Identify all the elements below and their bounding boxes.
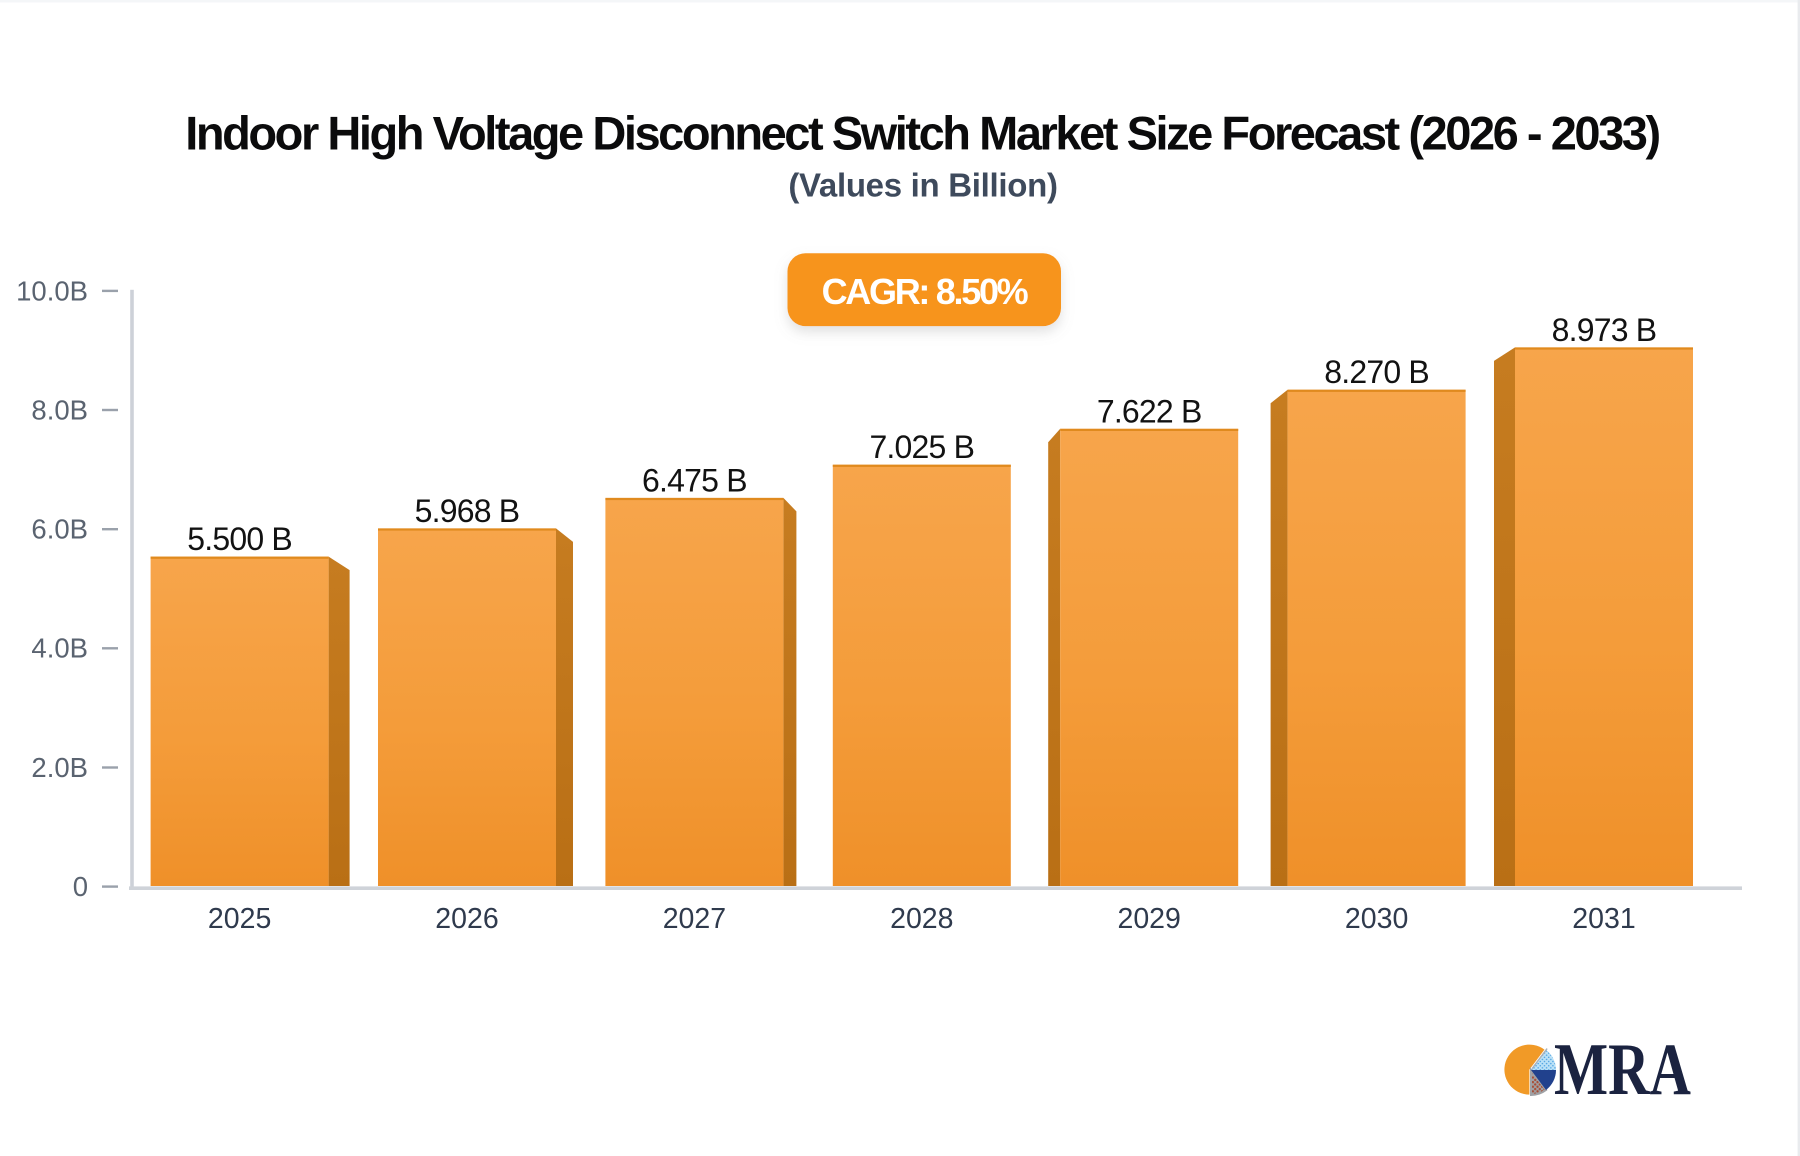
svg-text:6.475 B: 6.475 B <box>642 462 747 498</box>
svg-text:CAGR: 8.50%: CAGR: 8.50% <box>822 271 1029 312</box>
svg-text:5.500 B: 5.500 B <box>187 521 292 557</box>
svg-text:8.0B: 8.0B <box>31 394 88 425</box>
svg-text:4.0B: 4.0B <box>31 633 88 664</box>
svg-text:MRA: MRA <box>1554 1029 1691 1111</box>
svg-text:2026: 2026 <box>435 903 498 935</box>
svg-text:8.270 B: 8.270 B <box>1324 354 1429 390</box>
svg-text:7.622 B: 7.622 B <box>1097 393 1202 429</box>
svg-text:(Values in Billion): (Values in Billion) <box>788 167 1057 204</box>
svg-text:2029: 2029 <box>1117 903 1180 935</box>
svg-text:10.0B: 10.0B <box>16 275 88 306</box>
svg-text:7.025 B: 7.025 B <box>869 429 974 465</box>
svg-text:8.973 B: 8.973 B <box>1552 312 1657 348</box>
svg-text:2025: 2025 <box>208 903 271 935</box>
svg-text:0: 0 <box>73 871 88 902</box>
svg-text:2028: 2028 <box>890 903 953 935</box>
svg-text:5.968 B: 5.968 B <box>415 493 520 529</box>
svg-text:2031: 2031 <box>1572 903 1635 935</box>
svg-text:2.0B: 2.0B <box>31 752 88 783</box>
svg-text:Indoor High Voltage Disconnect: Indoor High Voltage Disconnect Switch Ma… <box>185 107 1659 160</box>
svg-text:6.0B: 6.0B <box>31 514 88 545</box>
svg-text:2030: 2030 <box>1345 903 1408 935</box>
svg-text:2027: 2027 <box>663 903 726 935</box>
